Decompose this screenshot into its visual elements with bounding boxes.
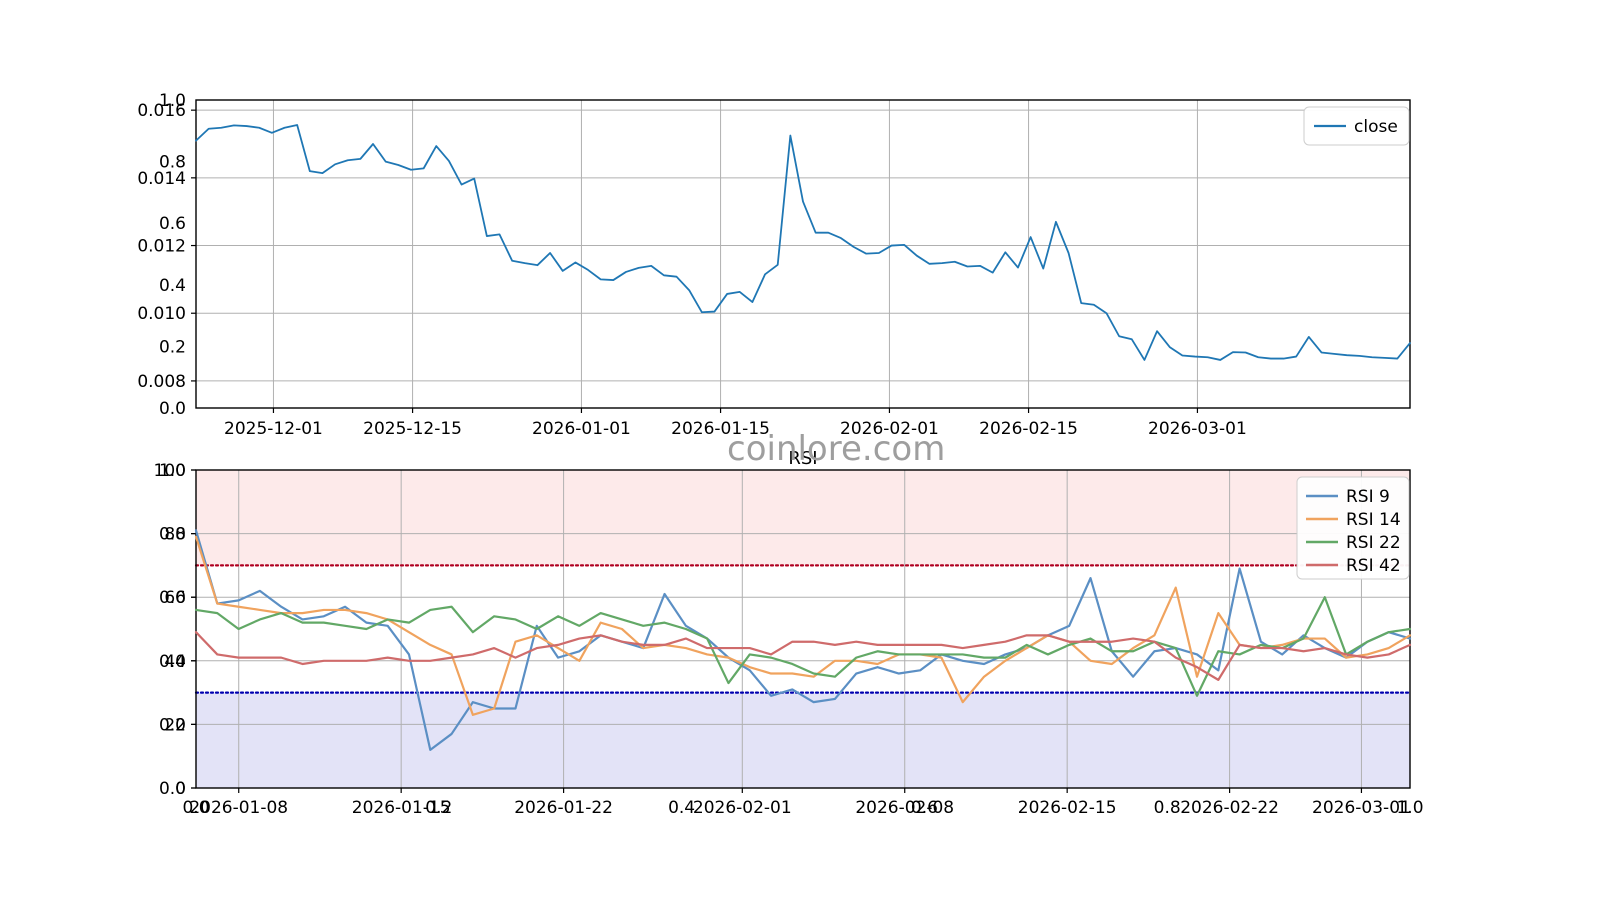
- rsi-xtick-label: 2026-01-15: [352, 798, 451, 818]
- rsi-xtick-label: 2026-02-15: [1018, 798, 1117, 818]
- rsi-oversold-band: [196, 692, 1410, 788]
- price-chart-svg: 0.008 0.010 0.012 0.014 0.016 0.0 0.2 0.4 0.6 0.8…: [137, 91, 1411, 439]
- rsi-ytick-label-secondary: 0.6: [159, 588, 186, 608]
- rsi-ytick-label: 100: [154, 461, 186, 481]
- rsi-xtick-label: 2026-01-08: [189, 798, 288, 818]
- price-ytick-label: 0.012: [137, 237, 186, 257]
- rsi-xtick-label: 2026-02-08: [855, 798, 954, 818]
- price-close-line: [195, 124, 1411, 361]
- rsi-legend-label-1: RSI 14: [1346, 510, 1401, 530]
- rsi-xtick-label: 2026-01-22: [514, 798, 613, 818]
- price-xtick-label: 2025-12-15: [363, 419, 462, 439]
- price-legend-label: close: [1354, 117, 1398, 137]
- rsi-xtick-label-secondary: 0.2: [425, 798, 452, 818]
- rsi-ytick-label-secondary: 1.0: [159, 461, 186, 481]
- rsi-chart: 0 20 40 60 80 100 0.0 0.2 0.4 0.6 0.8 1.0 2026-01-08…: [0, 440, 1600, 900]
- price-ytick-label-secondary: 0.2: [159, 337, 186, 357]
- price-chart: 0.008 0.010 0.012 0.014 0.016 0.0 0.2 0.4 0.6 0.8…: [137, 91, 1411, 439]
- rsi-ytick-label: 20: [164, 715, 186, 735]
- price-ytick-label-secondary: 0.0: [159, 399, 186, 419]
- price-xtick-label: 2026-02-01: [840, 419, 939, 439]
- rsi-xtick-label: 2026-02-22: [1180, 798, 1279, 818]
- rsi-series-line-1: [194, 535, 1412, 716]
- price-ytick-label: 0.010: [137, 304, 186, 324]
- price-xtick-label: 2026-01-15: [671, 419, 770, 439]
- rsi-xtick-label-secondary: 1.0: [1396, 798, 1423, 818]
- price-ytick-label: 0.014: [137, 169, 186, 189]
- price-ytick-label-secondary: 0.4: [159, 276, 186, 296]
- rsi-overbought-band: [196, 470, 1410, 566]
- rsi-xtick-label: 2026-02-01: [693, 798, 792, 818]
- rsi-ytick-label: 80: [164, 525, 186, 545]
- rsi-series-line-2: [194, 596, 1412, 697]
- rsi-ytick-label: 40: [164, 652, 186, 672]
- price-xtick-label: 2026-02-15: [979, 419, 1078, 439]
- price-xtick-label: 2026-01-01: [532, 419, 631, 439]
- rsi-ytick-label-secondary: 0.8: [159, 525, 186, 545]
- rsi-series-line-3: [194, 631, 1412, 681]
- rsi-legend-box: [1296, 476, 1410, 580]
- price-xtick-label: 2025-12-01: [224, 419, 323, 439]
- rsi-xtick-label-secondary: 0.4: [668, 798, 695, 818]
- rsi-series-line-0: [194, 529, 1412, 751]
- rsi-chart-title: RSI: [788, 448, 817, 469]
- price-ytick-label-secondary: 1.0: [159, 91, 186, 111]
- rsi-xtick-label-secondary: 0.6: [911, 798, 938, 818]
- rsi-ytick-label-secondary: 0.0: [159, 779, 186, 799]
- rsi-xtick-label-secondary: 0.0: [182, 798, 209, 818]
- rsi-xtick-label-secondary: 0.8: [1154, 798, 1181, 818]
- rsi-legend-label-3: RSI 42: [1346, 556, 1401, 576]
- rsi-ytick-label: 0: [175, 779, 186, 799]
- price-ytick-label: 0.016: [137, 101, 186, 121]
- rsi-ytick-label-secondary: 0.2: [159, 715, 186, 735]
- watermark-text: coinlore.com: [727, 429, 946, 469]
- rsi-legend-label-0: RSI 9: [1346, 487, 1390, 507]
- price-plot-frame: [195, 99, 1411, 409]
- rsi-ytick-label-secondary: 0.4: [159, 652, 186, 672]
- price-ytick-label-secondary: 0.6: [159, 214, 186, 234]
- price-xtick-label: 2026-03-01: [1148, 419, 1247, 439]
- price-legend-box: [1303, 106, 1410, 146]
- rsi-chart-svg: 0 20 40 60 80 100 0.0 0.2 0.4 0.6 0.8 1.0 2026-01-08…: [154, 448, 1424, 818]
- rsi-ytick-label: 60: [164, 588, 186, 608]
- rsi-legend-label-2: RSI 22: [1346, 533, 1401, 553]
- price-ytick-label-secondary: 0.8: [159, 153, 186, 173]
- price-ytick-label: 0.008: [137, 372, 186, 392]
- rsi-xtick-label: 2026-03-01: [1312, 798, 1411, 818]
